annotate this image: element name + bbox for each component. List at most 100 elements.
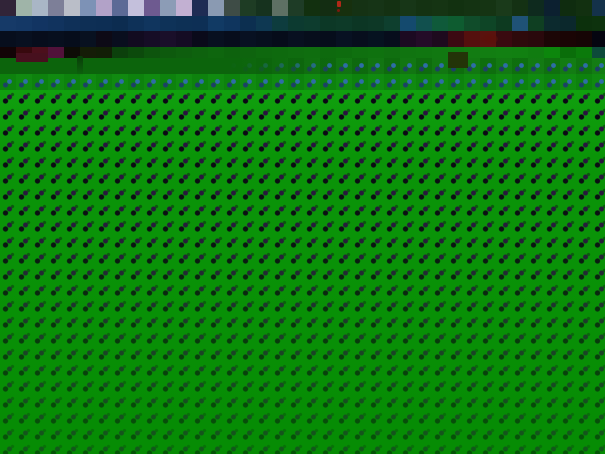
glitch-block [160, 47, 176, 58]
glitch-block [432, 16, 448, 31]
glitch-block [416, 16, 432, 31]
glitch-band [0, 0, 605, 58]
glitch-block [288, 0, 304, 16]
glitch-block [112, 0, 128, 16]
glitch-block [368, 0, 384, 16]
glitch-block [336, 16, 352, 31]
glitch-block [528, 31, 544, 47]
glitch-block [464, 31, 480, 47]
glitch-block [240, 16, 256, 31]
glitch-block [400, 16, 416, 31]
glitch-block [144, 47, 160, 58]
glitch-block [64, 0, 80, 16]
glitch-block [592, 47, 605, 58]
glitch-block [592, 0, 605, 16]
glitch-block [480, 16, 496, 31]
glitch-block [416, 31, 432, 47]
glitch-block [288, 31, 304, 47]
glitch-row [0, 0, 605, 16]
glitch-block [560, 31, 576, 47]
glitch-block [304, 47, 320, 58]
glitch-block [352, 31, 368, 47]
glitch-block [256, 47, 272, 58]
field-bottom-fade [0, 90, 605, 454]
glitch-block [496, 47, 512, 58]
glitch-block [400, 31, 416, 47]
field-transition-band [0, 58, 605, 74]
glitch-block [304, 0, 320, 16]
glitch-block [80, 47, 96, 58]
field-upper-band [0, 74, 605, 90]
glitch-block [64, 31, 80, 47]
glitch-block [512, 0, 528, 16]
glitch-block [320, 47, 336, 58]
glitch-block [448, 16, 464, 31]
glitch-block [496, 16, 512, 31]
glitch-block [528, 47, 544, 58]
glitch-block [384, 47, 400, 58]
glitch-block [32, 16, 48, 31]
glitch-block [512, 16, 528, 31]
glitch-block [320, 31, 336, 47]
glitch-block [576, 16, 592, 31]
glitch-block [336, 47, 352, 58]
glitch-block [192, 31, 208, 47]
glitch-block [544, 31, 560, 47]
glitch-block [352, 0, 368, 16]
glitch-block [96, 16, 112, 31]
glitch-block [160, 0, 176, 16]
glitch-block [240, 31, 256, 47]
glitch-block [176, 47, 192, 58]
glitch-block [464, 47, 480, 58]
glitch-block [432, 31, 448, 47]
glitch-block [480, 0, 496, 16]
glitch-block [32, 0, 48, 16]
glitch-block [240, 47, 256, 58]
glitch-block [128, 16, 144, 31]
glitch-block [272, 0, 288, 16]
glitch-block [32, 31, 48, 47]
glitch-block [448, 31, 464, 47]
glitch-block [352, 47, 368, 58]
glitch-block [352, 16, 368, 31]
glitch-block [400, 47, 416, 58]
glitch-block [560, 47, 576, 58]
glitch-block [208, 0, 224, 16]
glitch-block [32, 47, 48, 58]
glitch-block [112, 31, 128, 47]
glitch-block [544, 47, 560, 58]
glitch-block [304, 31, 320, 47]
glitch-block [144, 16, 160, 31]
glitch-block [384, 16, 400, 31]
glitch-block [288, 47, 304, 58]
glitch-block [96, 47, 112, 58]
glitch-block [80, 16, 96, 31]
glitch-block [272, 16, 288, 31]
glitch-block [240, 0, 256, 16]
maroon-glitch-remnant [16, 53, 48, 62]
glitch-block [400, 0, 416, 16]
glitch-block [160, 31, 176, 47]
glitch-block [560, 0, 576, 16]
glitch-block [464, 16, 480, 31]
glitch-block [544, 0, 560, 16]
glitch-block [496, 31, 512, 47]
glitch-block [464, 0, 480, 16]
glitch-block [432, 0, 448, 16]
glitch-block [0, 31, 16, 47]
glitch-block [48, 47, 64, 58]
glitch-block [576, 31, 592, 47]
glitch-block [496, 0, 512, 16]
glitch-block [224, 16, 240, 31]
glitch-block [208, 31, 224, 47]
glitch-block [16, 31, 32, 47]
red-exclamation-dot [337, 9, 340, 12]
glitch-block [272, 47, 288, 58]
glitch-block [432, 47, 448, 58]
glitch-block [320, 16, 336, 31]
glitch-block [48, 16, 64, 31]
glitch-block [64, 47, 80, 58]
glitch-block [16, 0, 32, 16]
glitch-block [336, 31, 352, 47]
glitch-block [512, 47, 528, 58]
